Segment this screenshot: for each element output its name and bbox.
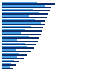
Bar bbox=[2, 7, 51, 8]
Bar bbox=[2, 51, 31, 52]
Bar bbox=[2, 56, 18, 58]
Bar bbox=[2, 46, 27, 47]
Bar bbox=[2, 54, 27, 56]
Bar bbox=[2, 64, 16, 66]
Bar bbox=[2, 9, 33, 10]
Bar bbox=[2, 10, 50, 12]
Bar bbox=[2, 66, 10, 68]
Bar bbox=[2, 68, 13, 69]
Bar bbox=[2, 30, 42, 32]
Bar bbox=[2, 24, 44, 25]
Bar bbox=[2, 34, 41, 35]
Bar bbox=[2, 32, 21, 34]
Bar bbox=[2, 17, 47, 18]
Bar bbox=[2, 41, 38, 42]
Bar bbox=[2, 44, 36, 45]
Bar bbox=[2, 12, 39, 13]
Bar bbox=[2, 19, 35, 20]
Bar bbox=[2, 59, 14, 61]
Bar bbox=[2, 47, 34, 49]
Bar bbox=[2, 43, 25, 44]
Bar bbox=[2, 37, 39, 39]
Bar bbox=[2, 36, 29, 37]
Bar bbox=[2, 20, 45, 22]
Bar bbox=[2, 63, 11, 64]
Bar bbox=[2, 5, 44, 7]
Bar bbox=[2, 2, 37, 3]
Bar bbox=[2, 15, 29, 17]
Bar bbox=[2, 29, 25, 30]
Bar bbox=[2, 61, 19, 62]
Bar bbox=[2, 27, 43, 28]
Bar bbox=[2, 13, 48, 15]
Bar bbox=[2, 53, 19, 54]
Bar bbox=[2, 3, 55, 5]
Bar bbox=[2, 58, 24, 59]
Bar bbox=[2, 22, 41, 24]
Bar bbox=[2, 39, 18, 41]
Bar bbox=[2, 26, 31, 27]
Bar bbox=[2, 49, 16, 51]
